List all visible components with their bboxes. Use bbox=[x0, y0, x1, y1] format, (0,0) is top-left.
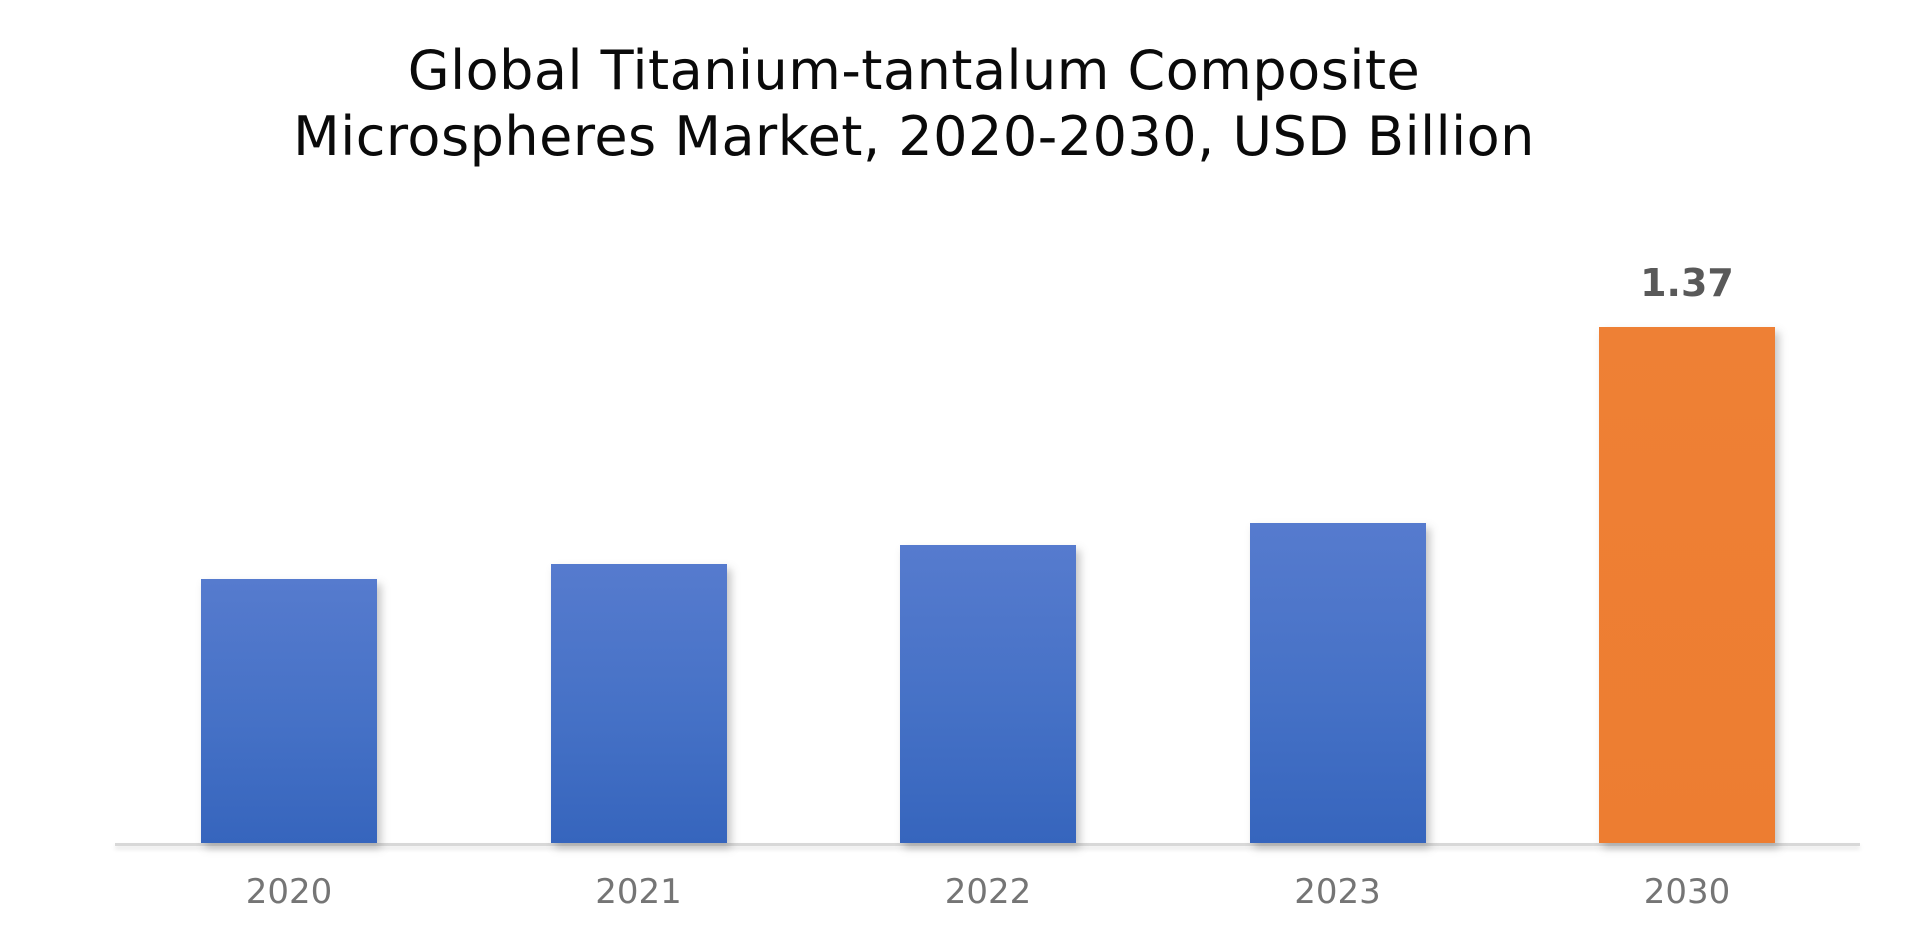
x-tick-2030: 2030 bbox=[1643, 872, 1731, 912]
bar-2020 bbox=[201, 579, 377, 843]
bar-2023 bbox=[1249, 523, 1426, 843]
x-tick-2022: 2022 bbox=[944, 872, 1032, 912]
bar-2021 bbox=[550, 564, 727, 843]
chart-title-line-2: Microspheres Market, 2020-2030, USD Bill… bbox=[293, 105, 1535, 168]
x-axis-line bbox=[115, 843, 1860, 846]
chart-title: Global Titanium-tantalum Composite Micro… bbox=[0, 38, 1828, 170]
x-tick-2020: 2020 bbox=[245, 872, 333, 912]
chart-title-line-1: Global Titanium-tantalum Composite bbox=[407, 39, 1421, 102]
x-tick-2023: 2023 bbox=[1294, 872, 1381, 912]
data-label-2030: 1.37 bbox=[1640, 261, 1734, 305]
bar-2030 bbox=[1599, 327, 1775, 843]
x-tick-2021: 2021 bbox=[595, 872, 682, 912]
bar-2022 bbox=[900, 545, 1076, 843]
